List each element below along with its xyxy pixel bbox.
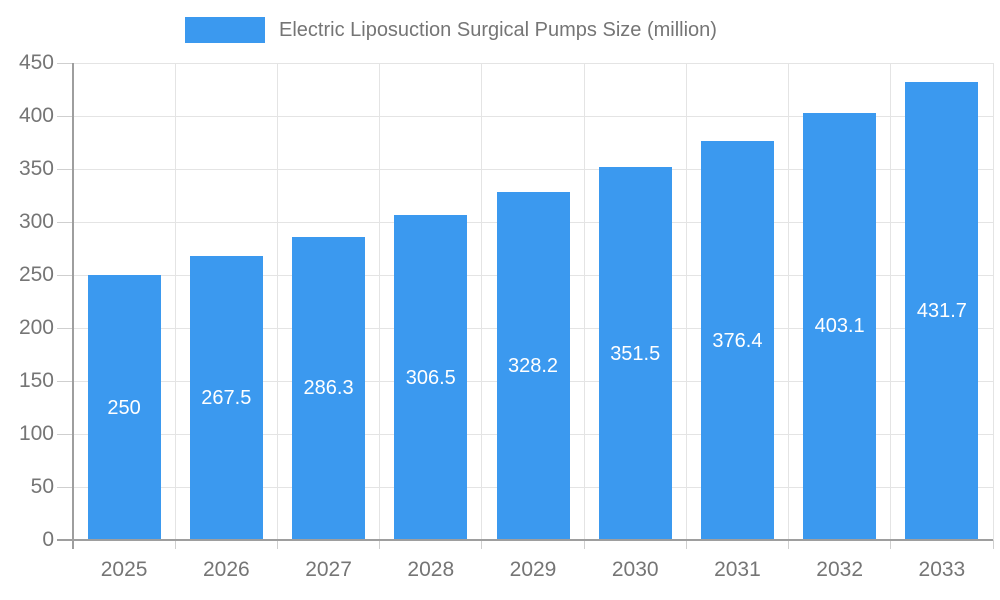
bar-value-label: 328.2 — [507, 355, 559, 378]
bar-2030[interactable] — [598, 167, 672, 540]
y-axis-tick — [57, 486, 73, 488]
x-axis-tick — [481, 540, 483, 549]
gridline-horizontal — [73, 62, 993, 64]
x-axis-tick — [174, 540, 176, 549]
gridline-vertical — [481, 63, 483, 540]
gridline-vertical — [890, 63, 892, 540]
bar-2031[interactable] — [700, 141, 774, 540]
y-axis-tick-label: 300 — [18, 210, 54, 233]
gridline-vertical — [685, 63, 687, 540]
gridline-vertical — [992, 63, 994, 540]
x-axis-tick — [276, 540, 278, 549]
y-axis-tick-label: 250 — [18, 263, 54, 286]
bar-2026[interactable] — [189, 256, 263, 540]
bar-value-label: 306.5 — [405, 366, 456, 389]
bar-value-label: 403.1 — [814, 315, 865, 338]
gridline-horizontal — [73, 115, 993, 117]
x-axis-tick — [890, 540, 892, 549]
x-axis-tick-label: 2028 — [407, 558, 455, 581]
x-axis-tick-label: 2031 — [714, 558, 761, 581]
bar-value-label: 286.3 — [303, 377, 354, 400]
bar-2028[interactable] — [394, 215, 468, 540]
y-axis-tick-label: 350 — [18, 157, 54, 180]
x-axis-tick-label: 2032 — [816, 558, 864, 581]
x-axis-line — [57, 539, 993, 541]
y-axis-tick — [57, 221, 73, 223]
bar-2033[interactable] — [905, 82, 979, 540]
bar-value-label: 431.7 — [916, 300, 967, 323]
gridline-horizontal — [73, 168, 993, 170]
bar-value-label: 351.5 — [610, 342, 661, 365]
x-axis-tick-label: 2027 — [305, 558, 352, 581]
x-axis-tick — [685, 540, 687, 549]
y-axis-tick — [57, 62, 73, 64]
y-axis-tick — [57, 380, 73, 382]
y-axis-tick — [57, 433, 73, 435]
x-axis-tick — [992, 540, 994, 549]
y-axis-tick-label: 100 — [18, 422, 54, 445]
x-axis-tick-label: 2033 — [918, 558, 966, 581]
y-axis-tick — [57, 115, 73, 117]
x-axis-tick — [379, 540, 381, 549]
y-axis-tick-label: 400 — [18, 104, 54, 127]
y-axis-tick — [57, 274, 73, 276]
x-axis-tick-label: 2029 — [509, 558, 557, 581]
gridline-vertical — [788, 63, 790, 540]
bar-2032[interactable] — [803, 112, 877, 540]
x-axis-tick — [583, 540, 585, 549]
bar-value-label: 376.4 — [712, 329, 763, 352]
y-axis-tick — [57, 168, 73, 170]
gridline-vertical — [276, 63, 278, 540]
gridline-vertical — [174, 63, 176, 540]
y-axis-tick — [57, 327, 73, 329]
y-axis-tick-label: 0 — [42, 528, 54, 551]
gridline-vertical — [379, 63, 381, 540]
bar-2027[interactable] — [292, 236, 366, 540]
x-axis-tick-label: 2030 — [611, 558, 659, 581]
x-axis-tick — [788, 540, 790, 549]
bar-value-label: 267.5 — [201, 387, 252, 410]
y-axis-tick-label: 450 — [18, 51, 54, 74]
bar-2025[interactable] — [87, 275, 161, 540]
bar-value-label: 250 — [107, 396, 141, 419]
legend-label: Electric Liposuction Surgical Pumps Size… — [279, 19, 717, 41]
y-axis-line — [72, 63, 74, 549]
bar-2029[interactable] — [496, 192, 570, 540]
chart-legend[interactable]: Electric Liposuction Surgical Pumps Size… — [185, 17, 717, 43]
x-axis-tick-label: 2026 — [202, 558, 250, 581]
y-axis-tick-label: 50 — [30, 475, 54, 498]
legend-swatch-icon — [185, 17, 265, 43]
gridline-vertical — [583, 63, 585, 540]
y-axis-tick-label: 200 — [18, 316, 54, 339]
x-axis-tick-label: 2025 — [100, 558, 148, 581]
y-axis-tick-label: 150 — [18, 369, 54, 392]
